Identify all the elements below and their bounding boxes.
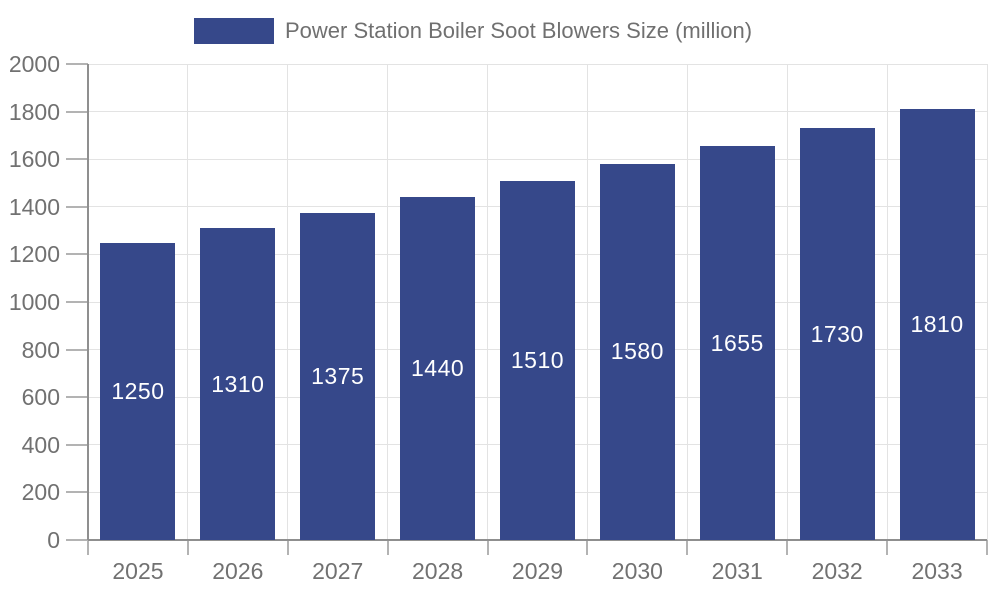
bar-value-label: 1810 <box>910 311 964 338</box>
y-tick-label: 400 <box>21 431 60 458</box>
x-axis-line <box>88 539 987 541</box>
x-tick <box>986 540 988 555</box>
bar-value-label: 1250 <box>111 377 165 404</box>
y-tick-label: 0 <box>47 527 60 553</box>
y-tick <box>66 443 88 446</box>
x-tick <box>87 540 89 555</box>
x-tick <box>586 540 589 555</box>
y-tick-label: 1800 <box>8 98 60 125</box>
v-gridline <box>786 64 788 540</box>
bar-value-label: 1730 <box>810 320 864 347</box>
y-axis-line <box>87 64 89 540</box>
x-tick <box>786 540 789 555</box>
legend-swatch <box>194 18 274 44</box>
bar-value-label: 1375 <box>311 362 365 389</box>
y-tick-label: 1000 <box>8 289 60 315</box>
x-tick <box>286 540 289 555</box>
x-tick <box>386 540 389 555</box>
y-tick <box>66 205 88 208</box>
x-tick-label: 2030 <box>611 558 663 584</box>
bar-value-label: 1510 <box>510 346 565 373</box>
x-tick-label: 2028 <box>412 558 464 584</box>
h-gridline <box>88 158 987 160</box>
bar: 1810 <box>899 109 975 540</box>
x-tick-label: 2033 <box>911 558 963 584</box>
y-tick <box>66 253 88 256</box>
y-tick-label: 2000 <box>8 51 60 77</box>
y-tick-label: 600 <box>21 384 60 411</box>
h-gridline <box>88 63 987 65</box>
x-tick-label: 2025 <box>112 558 164 584</box>
legend: Power Station Boiler Soot Blowers Size (… <box>0 0 1000 56</box>
x-tick-label: 2032 <box>811 558 863 584</box>
bar: 1510 <box>500 180 575 540</box>
h-gridline <box>88 111 987 113</box>
v-gridline <box>287 64 289 540</box>
y-tick-label: 200 <box>21 479 60 506</box>
plot-area: 0 200 400 600 800 1000 1200 1400 1600 1800 2000 125… <box>9 51 988 584</box>
v-gridline <box>586 64 588 540</box>
bar: 1375 <box>300 212 376 540</box>
v-gridline <box>187 64 189 540</box>
y-tick-label: 1200 <box>8 241 60 268</box>
bar: 1655 <box>699 146 775 540</box>
v-gridline <box>686 64 688 540</box>
bar-value-label: 1580 <box>610 338 664 365</box>
y-tick <box>66 110 88 113</box>
v-gridline <box>387 64 389 540</box>
x-tick <box>186 540 189 555</box>
x-tick-label: 2027 <box>312 558 364 584</box>
bar: 1730 <box>799 128 875 540</box>
x-tick-label: 2031 <box>711 558 763 584</box>
x-tick-label: 2029 <box>511 558 564 584</box>
x-tick <box>686 540 689 555</box>
y-tick <box>66 301 88 303</box>
v-gridline <box>487 64 489 540</box>
y-tick <box>66 539 88 541</box>
bar-value-label: 1440 <box>411 355 465 382</box>
y-tick <box>66 158 88 161</box>
bar-value-label: 1655 <box>710 329 764 356</box>
y-tick-label: 1600 <box>8 146 60 173</box>
x-tick-label: 2026 <box>212 558 264 584</box>
bar: 1580 <box>599 163 675 540</box>
y-tick <box>66 491 88 494</box>
legend-label: Power Station Boiler Soot Blowers Size (… <box>285 18 753 43</box>
x-tick <box>886 540 889 555</box>
v-gridline <box>886 64 888 540</box>
y-tick-label: 1400 <box>8 193 60 220</box>
y-tick <box>66 348 88 351</box>
bar: 1310 <box>200 228 276 540</box>
x-tick <box>486 540 489 555</box>
bar: 1440 <box>400 197 476 540</box>
bar: 1250 <box>100 242 176 540</box>
v-gridline <box>986 64 988 540</box>
y-tick <box>66 396 88 399</box>
bar-value-label: 1310 <box>211 370 265 397</box>
y-tick-label: 800 <box>21 336 60 363</box>
y-tick <box>66 63 88 65</box>
